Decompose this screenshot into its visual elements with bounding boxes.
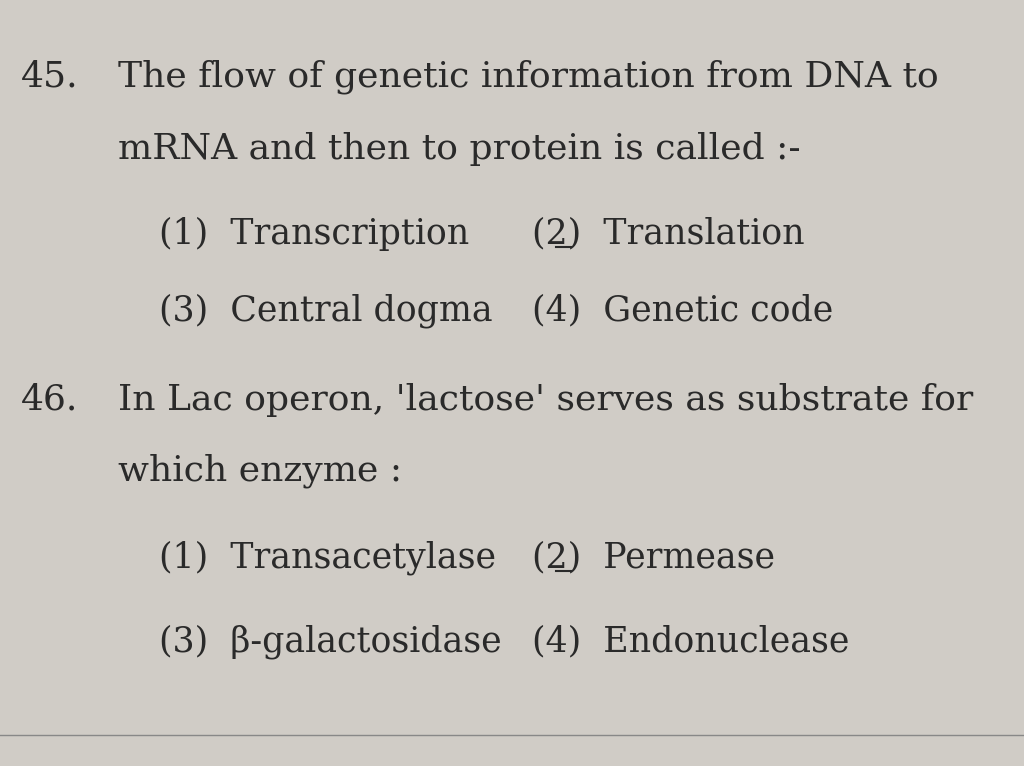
Text: 46.: 46. xyxy=(20,383,78,417)
Text: (3)  β-galactosidase: (3) β-galactosidase xyxy=(159,624,502,660)
Text: (2)  Permease: (2) Permease xyxy=(532,541,775,574)
Text: The flow of genetic information from DNA to: The flow of genetic information from DNA… xyxy=(118,59,939,94)
Text: (4)  Endonuclease: (4) Endonuclease xyxy=(532,625,850,659)
Text: which enzyme :: which enzyme : xyxy=(118,453,401,489)
Text: (4)  Genetic code: (4) Genetic code xyxy=(532,293,834,327)
Text: In Lac operon, 'lactose' serves as substrate for: In Lac operon, 'lactose' serves as subst… xyxy=(118,383,973,417)
Text: mRNA and then to protein is called :-: mRNA and then to protein is called :- xyxy=(118,133,801,166)
Text: 45.: 45. xyxy=(20,60,78,93)
Text: (2)  Translation: (2) Translation xyxy=(532,217,805,250)
Text: (1)  Transacetylase: (1) Transacetylase xyxy=(159,540,496,575)
Text: (1)  Transcription: (1) Transcription xyxy=(159,217,469,250)
Text: (3)  Central dogma: (3) Central dogma xyxy=(159,293,493,328)
